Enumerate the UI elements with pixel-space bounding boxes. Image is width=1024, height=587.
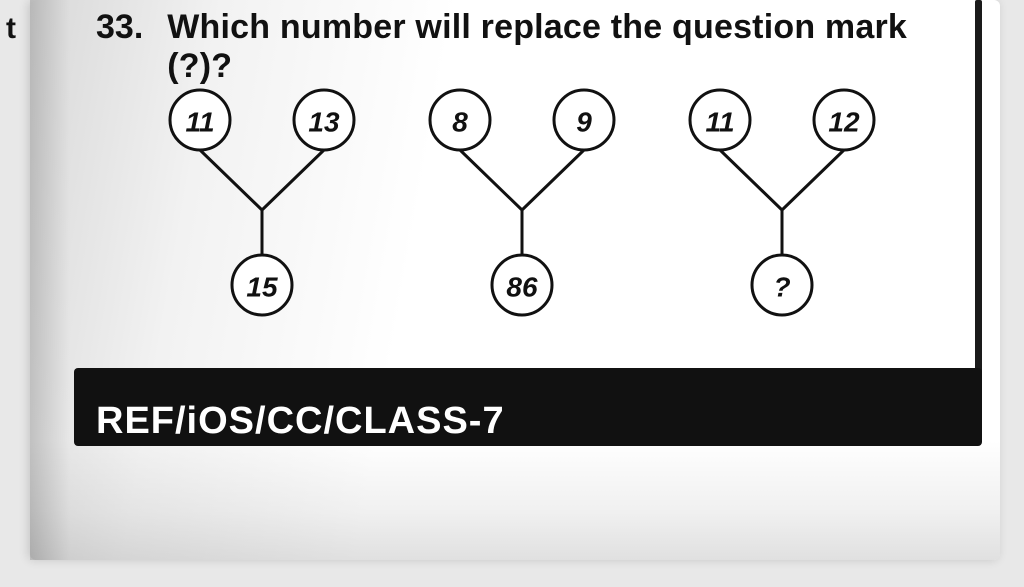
node-top-left-label: 11 [705,107,734,138]
diagram-container: 11 13 15 8 9 86 11 12? [130,80,930,340]
y-tree-diagram: 11 13 15 8 9 86 11 12? [130,80,930,340]
node-top-right-label: 13 [308,107,340,138]
page-surface: 33. Which number will replace the questi… [30,0,1000,560]
question-header: 33. Which number will replace the questi… [96,8,960,86]
question-number: 33. [96,8,143,47]
footer-text: REF/iOS/CC/CLASS-7 [96,400,505,443]
node-top-left-label: 8 [452,107,468,138]
node-bottom-label: ? [773,272,790,303]
cropped-edge-text: t [6,12,16,46]
node-top-left-label: 11 [185,107,214,138]
y-tree: 11 12? [690,90,874,315]
node-bottom-label: 86 [506,272,538,303]
node-top-right-label: 12 [828,107,860,138]
page-gutter-shadow [30,0,70,560]
question-text: Which number will replace the question m… [167,8,960,86]
page-bottom-shadow [30,440,1000,560]
node-bottom-label: 15 [246,272,278,303]
page-right-rule [975,0,982,390]
node-top-right-label: 9 [576,107,592,138]
y-tree: 8 9 86 [430,90,614,315]
y-tree: 11 13 15 [170,90,354,315]
